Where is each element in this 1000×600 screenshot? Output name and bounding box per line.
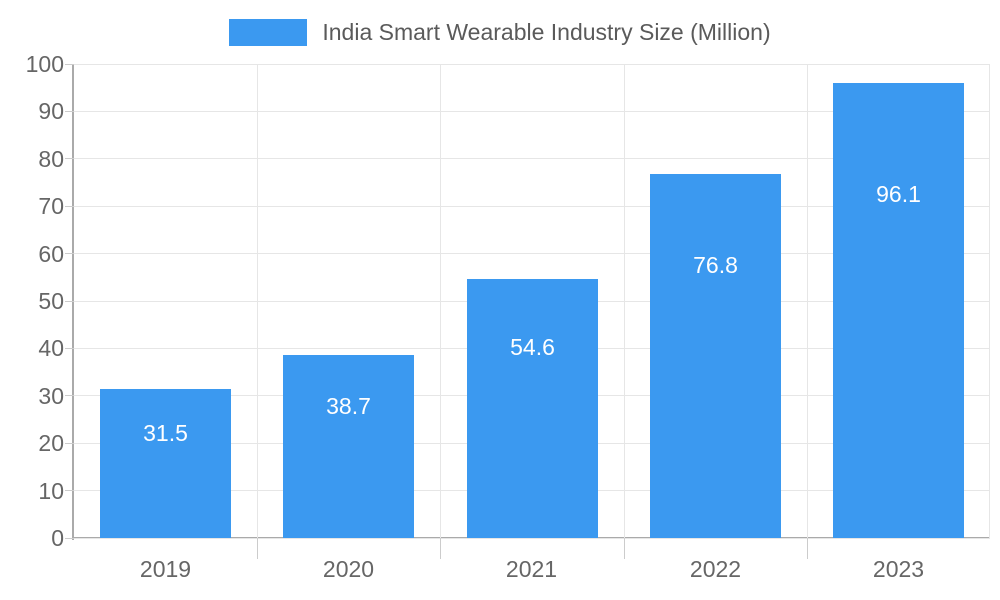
horizontal-gridline bbox=[74, 158, 990, 160]
y-tick-label: 50 bbox=[38, 288, 64, 314]
y-axis-tick-mark bbox=[65, 158, 74, 160]
y-axis-tick-labels: 100 90 80 70 60 50 40 30 20 10 0 bbox=[0, 53, 64, 550]
y-axis-tick-mark bbox=[65, 253, 74, 255]
bar[interactable]: 96.1 bbox=[833, 82, 964, 538]
bar[interactable]: 31.5 bbox=[100, 388, 231, 538]
x-tick-label: 2020 bbox=[322, 556, 375, 582]
x-axis-tick-labels: 2019 2020 2021 2022 2023 bbox=[74, 558, 990, 592]
vertical-gridline bbox=[807, 64, 808, 538]
x-tick-label: 2021 bbox=[505, 556, 558, 582]
bar[interactable]: 54.6 bbox=[467, 279, 598, 538]
x-axis-tick-mark bbox=[624, 538, 625, 559]
bar-value-label: 96.1 bbox=[876, 180, 921, 207]
horizontal-gridline bbox=[74, 205, 990, 207]
y-tick-label: 0 bbox=[51, 525, 64, 551]
y-tick-label: 70 bbox=[38, 193, 64, 220]
y-axis-line bbox=[72, 64, 74, 540]
bar-value-label: 31.5 bbox=[143, 419, 188, 446]
y-axis-tick-mark bbox=[65, 442, 74, 444]
vertical-gridline bbox=[989, 64, 990, 538]
x-tick-label: 2019 bbox=[139, 556, 192, 582]
bar[interactable]: 38.7 bbox=[283, 354, 414, 538]
legend-item-series-1[interactable]: India Smart Wearable Industry Size (Mill… bbox=[229, 18, 771, 46]
horizontal-gridline bbox=[74, 537, 990, 539]
x-axis-tick-mark bbox=[807, 538, 808, 559]
chart-legend: India Smart Wearable Industry Size (Mill… bbox=[0, 14, 1000, 50]
y-tick-label: 30 bbox=[38, 382, 64, 409]
horizontal-gridline bbox=[74, 253, 990, 255]
x-axis-tick-mark bbox=[257, 538, 258, 559]
bar[interactable]: 76.8 bbox=[650, 173, 781, 538]
x-axis-tick-mark bbox=[440, 538, 441, 559]
y-tick-label: 80 bbox=[38, 145, 64, 172]
bar-value-label: 38.7 bbox=[326, 392, 371, 419]
x-tick-label: 2022 bbox=[689, 556, 742, 582]
y-axis-tick-mark bbox=[65, 300, 74, 302]
y-tick-label: 60 bbox=[38, 240, 64, 267]
legend-label: India Smart Wearable Industry Size (Mill… bbox=[322, 18, 771, 45]
y-axis-tick-mark bbox=[65, 395, 74, 397]
y-tick-label: 90 bbox=[38, 98, 64, 125]
plot-area: 31.5 38.7 54.6 76.8 96.1 bbox=[65, 63, 990, 559]
vertical-gridline bbox=[440, 64, 441, 538]
bar-value-label: 54.6 bbox=[510, 334, 555, 361]
vertical-gridline bbox=[257, 64, 258, 538]
y-tick-label: 20 bbox=[38, 430, 64, 457]
y-axis-tick-mark bbox=[65, 110, 74, 112]
horizontal-gridline bbox=[74, 110, 990, 112]
y-axis-tick-mark bbox=[65, 205, 74, 207]
y-axis-tick-mark bbox=[65, 537, 74, 539]
legend-color-swatch-icon bbox=[229, 18, 308, 46]
y-axis-tick-mark bbox=[65, 347, 74, 349]
y-tick-label: 10 bbox=[38, 477, 64, 504]
x-tick-label: 2023 bbox=[872, 556, 925, 582]
y-tick-label: 100 bbox=[25, 51, 64, 77]
y-tick-label: 40 bbox=[38, 335, 64, 362]
y-axis-tick-mark bbox=[65, 63, 74, 65]
horizontal-gridline bbox=[74, 63, 990, 65]
y-axis-tick-mark bbox=[65, 490, 74, 492]
vertical-gridline bbox=[624, 64, 625, 538]
bar-value-label: 76.8 bbox=[693, 251, 738, 278]
